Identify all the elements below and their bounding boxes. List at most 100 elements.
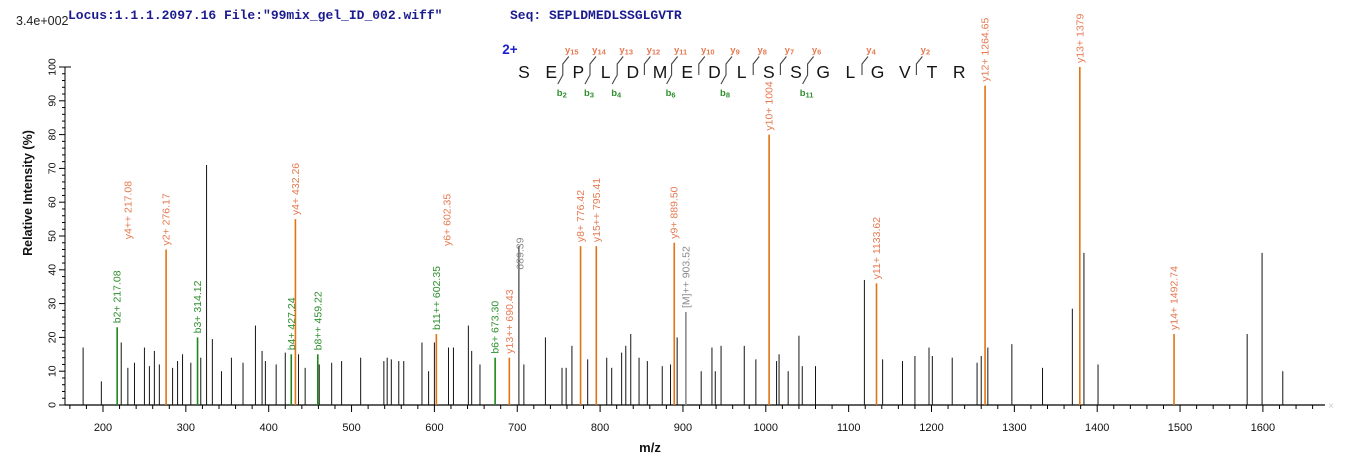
ion-label: b8 xyxy=(720,88,730,100)
y-tick-label: 50 xyxy=(47,230,59,242)
sequence-header: Seq: SEPLDMEDLSSGLGVTR xyxy=(510,8,682,23)
ion-label: y8 xyxy=(757,45,766,57)
x-tick-label: 600 xyxy=(425,422,443,434)
ion-label: b3 xyxy=(584,88,594,100)
x-tick-label: 800 xyxy=(591,422,609,434)
x-tick-label: 200 xyxy=(94,422,112,434)
residue: E xyxy=(681,62,693,82)
x-tick-label: 300 xyxy=(177,422,195,434)
y-tick-label: 100 xyxy=(47,58,59,76)
fragmentation-slash xyxy=(861,56,869,75)
x-tick-label: 500 xyxy=(342,422,360,434)
x-tick-label: 1300 xyxy=(1002,422,1026,434)
peak-label: y13++ 690.43 xyxy=(504,289,516,353)
ion-label: b6 xyxy=(666,88,676,100)
peak-label: y4+ 432.26 xyxy=(290,163,302,215)
peak-label: y12+ 1264.65 xyxy=(980,17,992,81)
residue: V xyxy=(899,62,911,82)
ion-label: y14 xyxy=(592,45,606,57)
x-tick-label: 1400 xyxy=(1085,422,1109,434)
y-tick-label: 80 xyxy=(47,129,59,141)
y-tick-label: 60 xyxy=(47,196,59,208)
peak-label: y14+ 1492.74 xyxy=(1169,266,1181,330)
residue: M xyxy=(653,62,668,82)
fragmentation-slash xyxy=(666,56,679,85)
axes: × 0 10 20 30 40 50 60 70 80 90 100 200 300 400 500 600 70… xyxy=(47,58,1335,434)
x-tick-label: 1000 xyxy=(754,422,778,434)
fragmentation-slash xyxy=(779,56,787,75)
fragmentation-slash xyxy=(643,56,651,75)
peak-label: y4++ 217.08 xyxy=(122,181,134,240)
residue: L xyxy=(846,62,856,82)
residue: T xyxy=(927,62,938,82)
y-tick-label: 20 xyxy=(47,331,59,343)
peak-label: y15++ 795.41 xyxy=(591,178,603,242)
y-tick-label: 90 xyxy=(47,95,59,107)
ion-label: y7 xyxy=(785,45,794,57)
residue: S xyxy=(763,62,775,82)
residue: G xyxy=(816,62,830,82)
x-axis-title: m/z xyxy=(639,440,661,455)
peak-label: y11+ 1133.62 xyxy=(871,217,883,280)
x-tick-label: 1100 xyxy=(837,422,861,434)
fragmentation-slash xyxy=(752,56,760,75)
ion-label: y11 xyxy=(674,45,687,57)
residue: S xyxy=(790,62,802,82)
residue: E xyxy=(545,62,557,82)
fragmentation-slash xyxy=(698,56,706,75)
peak-label: b4+ 427.24 xyxy=(286,297,298,350)
x-tick-label: 400 xyxy=(260,422,278,434)
y-tick-label: 40 xyxy=(47,264,59,276)
residue: G xyxy=(871,62,885,82)
ion-label: y2 xyxy=(921,45,930,57)
ion-label: b11 xyxy=(800,88,814,100)
precursor-charge: 2+ xyxy=(502,42,518,57)
residue: D xyxy=(626,62,639,82)
ion-label: y4 xyxy=(866,45,876,57)
x-tick-label: 1200 xyxy=(919,422,943,434)
ion-label: b4 xyxy=(611,88,622,100)
residue: R xyxy=(953,62,966,82)
peak-label: y10+ 1004 xyxy=(764,81,776,130)
peak-label: y2+ 276.17 xyxy=(161,193,173,245)
y-tick-label: 0 xyxy=(47,402,59,408)
y-tick-label: 70 xyxy=(47,162,59,174)
fragmentation-slash xyxy=(720,56,733,85)
max-intensity-label: 3.4e+002 xyxy=(16,14,69,28)
x-tick-label: 700 xyxy=(508,422,526,434)
x-tick-label: 1600 xyxy=(1251,422,1275,434)
peak-label: y6+ 602.35 xyxy=(442,194,454,246)
locus-file-header: Locus:1.1.1.2097.16 File:"99mix_gel_ID_0… xyxy=(68,8,443,23)
peak-label: b2+ 217.08 xyxy=(112,270,124,323)
peak-label: 689.39 xyxy=(515,237,527,269)
ion-label: y12 xyxy=(647,45,661,57)
fragmentation-slash xyxy=(611,56,624,85)
y-tick-label: 10 xyxy=(47,365,59,377)
ion-label: y13 xyxy=(619,45,633,57)
peak-label: [M]++ 903.52 xyxy=(680,246,692,308)
peak-label: b6+ 673.30 xyxy=(490,301,502,354)
peak-label: y8+ 776.42 xyxy=(575,190,587,242)
residue: D xyxy=(708,62,721,82)
peak-label: b11++ 602.35 xyxy=(431,266,443,330)
residue: L xyxy=(601,62,611,82)
fragmentation-slash xyxy=(584,56,597,85)
ion-label: b2 xyxy=(557,88,567,100)
ion-label: y6 xyxy=(812,45,821,57)
fragmentation-slash xyxy=(915,56,923,75)
axis-end-mark: × xyxy=(1328,401,1334,412)
peak-label: y13+ 1379 xyxy=(1074,14,1086,63)
ion-label: y15 xyxy=(565,45,579,57)
peak-labels: b2+ 217.08 y4++ 217.08 y2+ 276.17 b3+ 314.1… xyxy=(112,14,1181,354)
x-tick-label: 900 xyxy=(674,422,692,434)
x-tick-label: 1500 xyxy=(1168,422,1192,434)
peak-label: b8++ 459.22 xyxy=(312,291,324,350)
ion-label: y9 xyxy=(730,45,739,57)
peak-label: y9+ 889.50 xyxy=(669,186,681,238)
ion-label: y10 xyxy=(701,45,715,57)
residue: P xyxy=(573,62,585,82)
peaks xyxy=(82,67,1284,405)
